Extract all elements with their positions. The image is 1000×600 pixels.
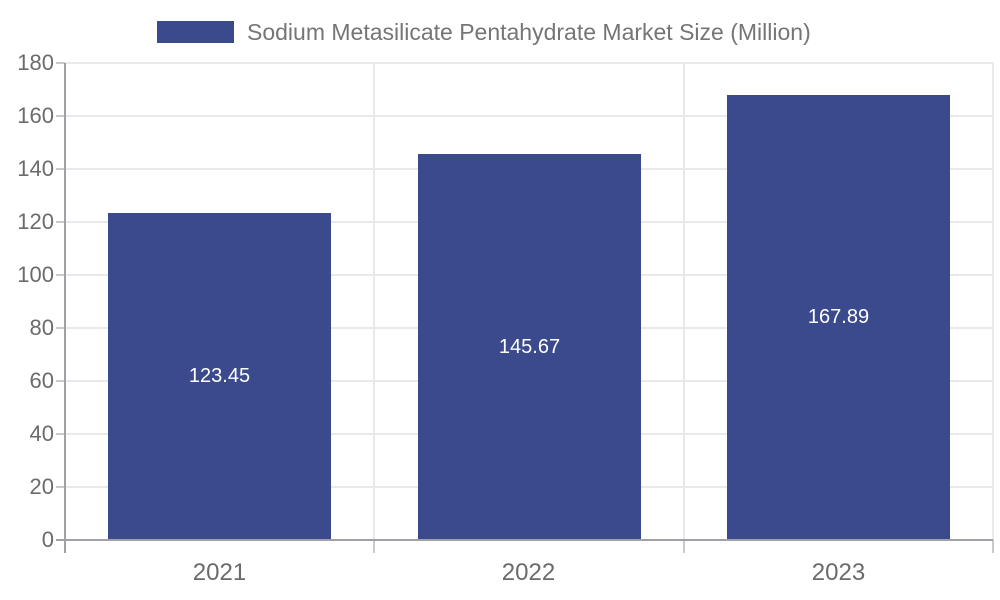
y-axis-line <box>64 63 66 553</box>
x-axis-tick <box>992 540 994 553</box>
x-tick-label: 2023 <box>811 559 866 586</box>
bar-label: 167.89 <box>807 306 870 328</box>
bar-label: 145.67 <box>498 336 561 358</box>
bar[interactable] <box>727 95 950 539</box>
y-axis-tick <box>56 486 65 488</box>
x-axis-tick <box>683 540 685 553</box>
x-gridline <box>683 63 685 540</box>
y-gridline <box>65 62 993 64</box>
y-tick-label: 160 <box>17 103 54 128</box>
legend-label: Sodium Metasilicate Pentahydrate Market … <box>247 19 811 45</box>
y-tick-label: 0 <box>41 527 54 552</box>
y-gridline <box>65 115 993 117</box>
y-tick-label: 180 <box>17 50 54 75</box>
legend[interactable]: Sodium Metasilicate Pentahydrate Market … <box>157 19 811 45</box>
y-axis-tick <box>56 274 65 276</box>
y-tick-label: 100 <box>17 262 54 287</box>
y-tick-label: 140 <box>17 156 54 181</box>
y-tick-label: 20 <box>29 474 54 499</box>
y-tick-label: 60 <box>29 368 54 393</box>
legend-swatch <box>157 21 234 43</box>
y-axis-tick <box>56 221 65 223</box>
y-axis-tick <box>56 380 65 382</box>
x-tick-label: 2022 <box>501 559 556 586</box>
y-tick-label: 120 <box>17 209 54 234</box>
x-gridline <box>373 63 375 540</box>
y-tick-label: 40 <box>29 421 54 446</box>
bar[interactable] <box>418 154 641 539</box>
y-axis-tick <box>56 433 65 435</box>
y-tick-label: 80 <box>29 315 54 340</box>
y-axis-tick <box>56 168 65 170</box>
y-axis-tick <box>56 115 65 117</box>
y-axis-tick <box>56 327 65 329</box>
y-axis-tick <box>56 62 65 64</box>
x-axis-line <box>56 539 993 541</box>
x-tick-label: 2021 <box>192 559 247 586</box>
x-axis-tick <box>373 540 375 553</box>
x-gridline <box>992 63 994 540</box>
bar-label: 123.45 <box>188 365 251 387</box>
bar[interactable] <box>108 213 331 539</box>
